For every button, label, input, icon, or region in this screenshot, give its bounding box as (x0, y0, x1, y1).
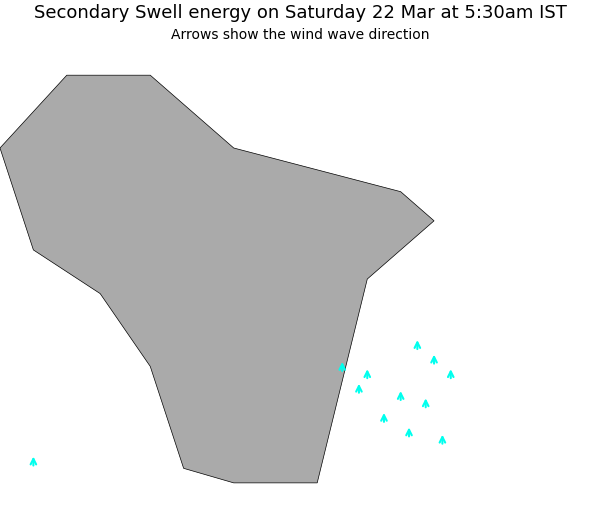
Polygon shape (0, 75, 434, 483)
Text: Arrows show the wind wave direction: Arrows show the wind wave direction (171, 28, 430, 41)
Text: Secondary Swell energy on Saturday 22 Mar at 5:30am IST: Secondary Swell energy on Saturday 22 Ma… (34, 4, 567, 22)
